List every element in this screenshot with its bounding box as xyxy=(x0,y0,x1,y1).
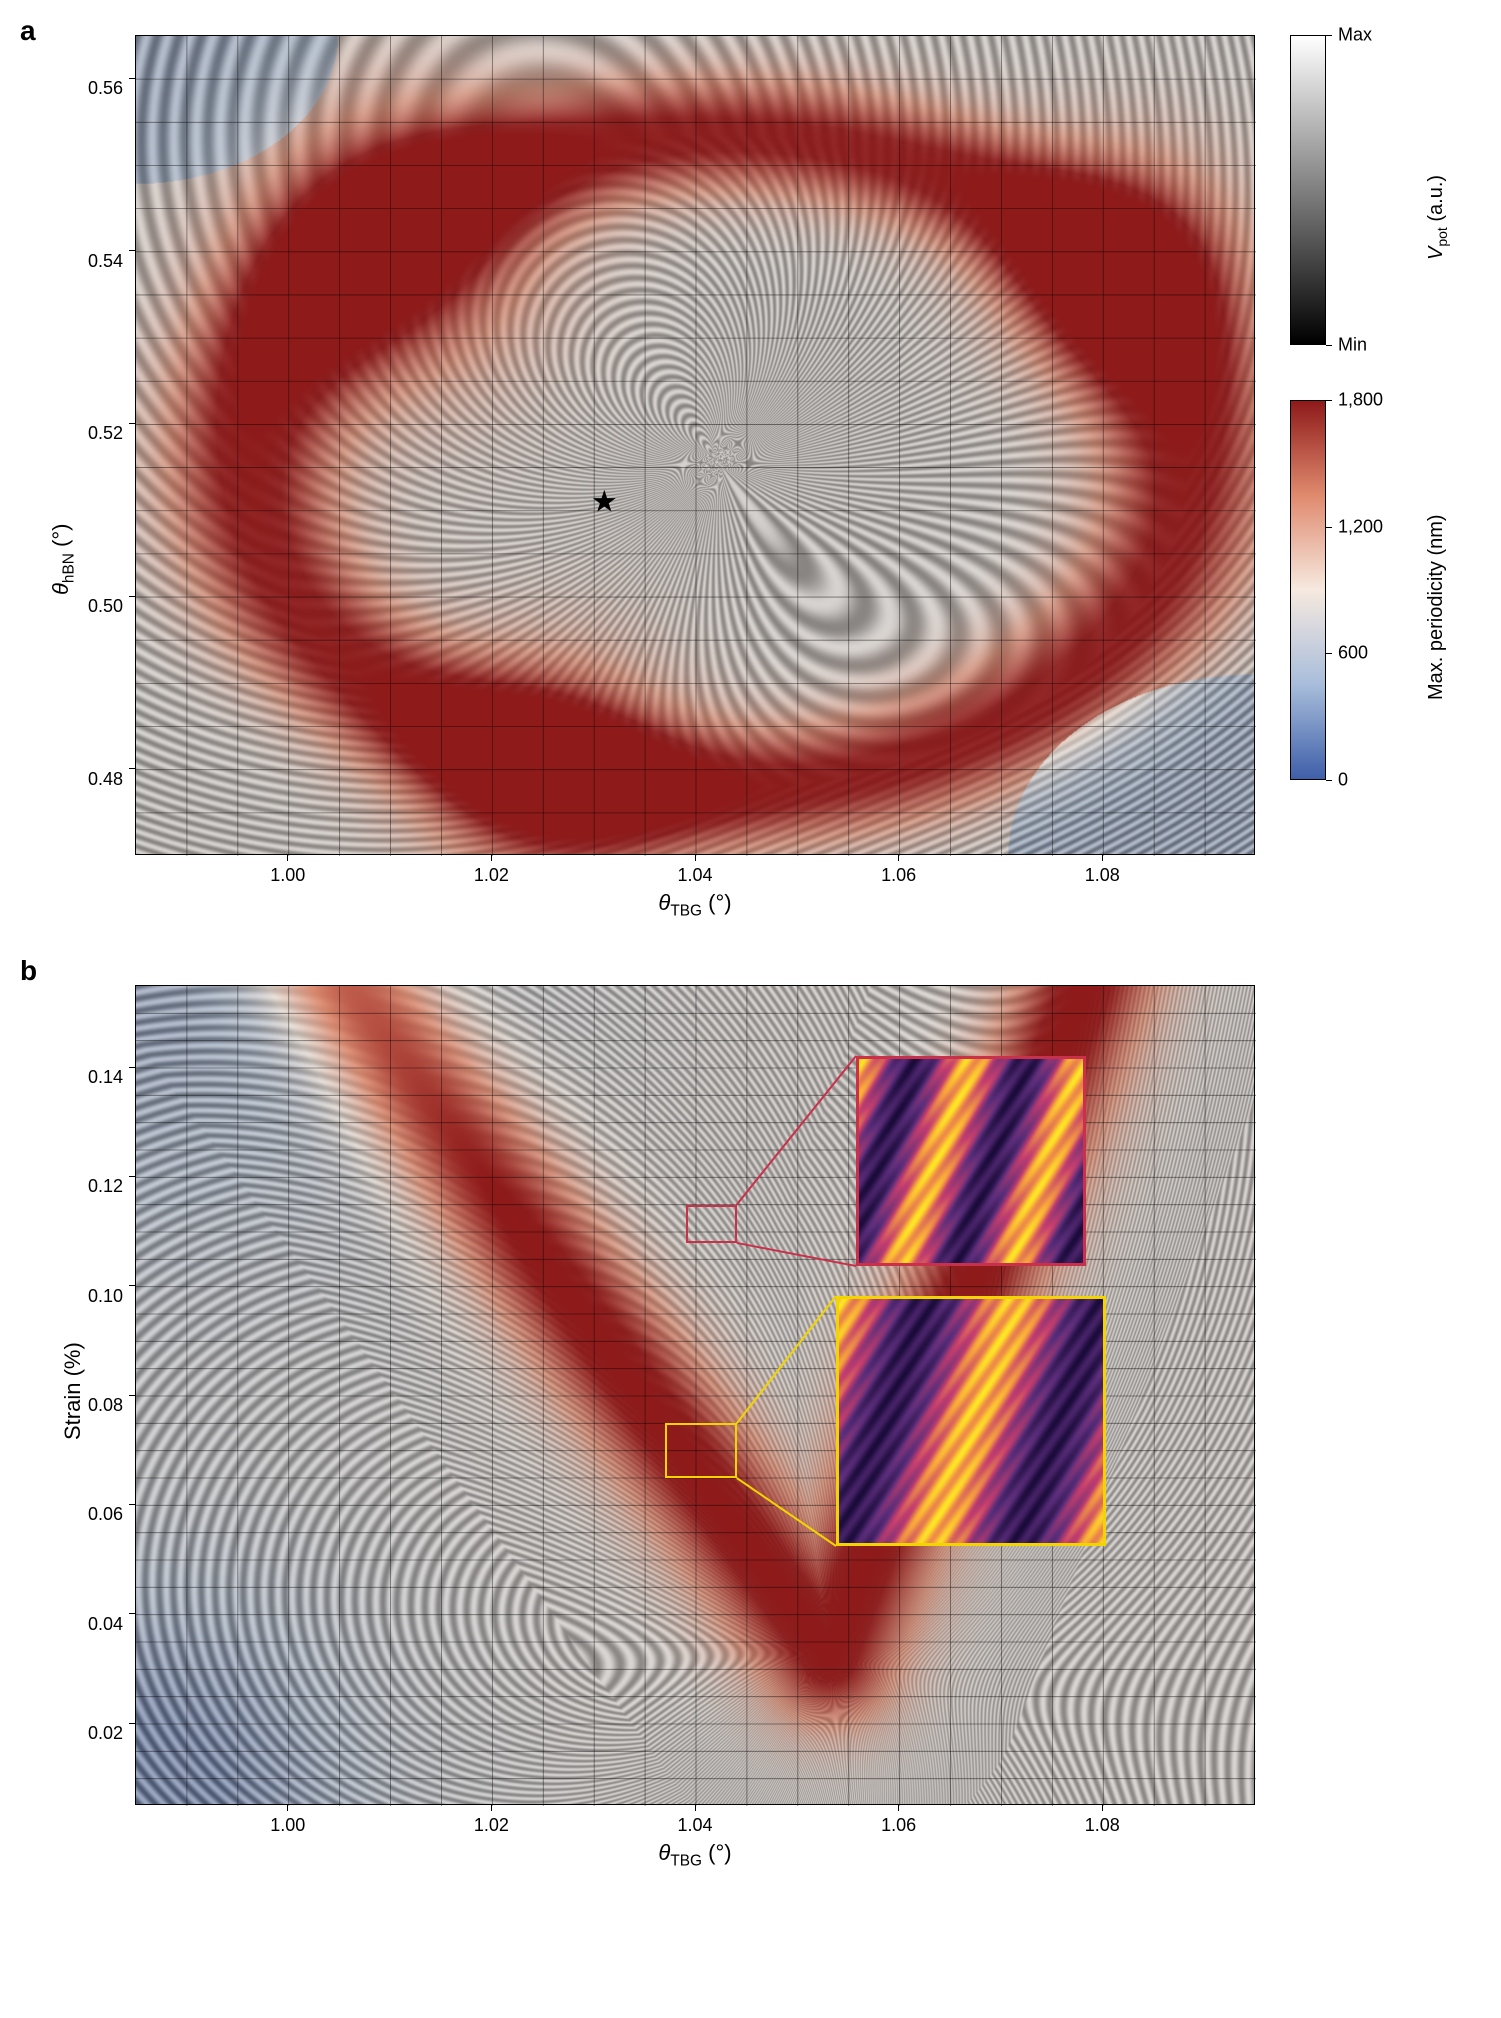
x-tick: 1.06 xyxy=(881,1815,916,1836)
panel-a-ylabel: θhBN (°) xyxy=(48,524,78,595)
colorbar-vpot-label: Vpot (a.u.) xyxy=(1425,175,1450,260)
panel-b-label: b xyxy=(20,955,37,987)
panel-a-plot: ★ xyxy=(135,35,1255,855)
x-tick: 1.06 xyxy=(881,865,916,886)
x-tick: 1.08 xyxy=(1085,865,1120,886)
star-marker: ★ xyxy=(591,485,618,520)
inset-red xyxy=(856,1056,1086,1266)
panel-a-label: a xyxy=(20,15,36,47)
x-tick: 1.04 xyxy=(677,1815,712,1836)
x-tick: 1.02 xyxy=(474,1815,509,1836)
colorbar-periodicity xyxy=(1290,400,1326,780)
x-tick: 1.02 xyxy=(474,865,509,886)
inset-red-canvas xyxy=(859,1059,1083,1263)
colorbar-tick: 0 xyxy=(1338,770,1348,791)
panel-a-gridlines xyxy=(136,36,1256,856)
inset-yellow xyxy=(836,1296,1106,1546)
panel-b-xlabel: θTBG (°) xyxy=(135,1840,1255,1870)
colorbar-tick: 1,200 xyxy=(1338,516,1383,537)
panel-a-xlabel: θTBG (°) xyxy=(135,890,1255,920)
colorbar-tick: Max xyxy=(1338,25,1372,46)
panel-b-ylabel: Strain (%) xyxy=(60,1342,86,1440)
colorbar-vpot xyxy=(1290,35,1326,345)
panel-b-plot xyxy=(135,985,1255,1805)
x-tick: 1.00 xyxy=(270,865,305,886)
x-tick: 1.08 xyxy=(1085,1815,1120,1836)
x-tick: 1.04 xyxy=(677,865,712,886)
colorbar-tick: 600 xyxy=(1338,643,1368,664)
colorbar-tick: Min xyxy=(1338,335,1367,356)
inset-yellow-canvas xyxy=(839,1299,1103,1543)
x-tick: 1.00 xyxy=(270,1815,305,1836)
colorbar-tick: 1,800 xyxy=(1338,390,1383,411)
colorbar-periodicity-label: Max. periodicity (nm) xyxy=(1425,514,1448,700)
